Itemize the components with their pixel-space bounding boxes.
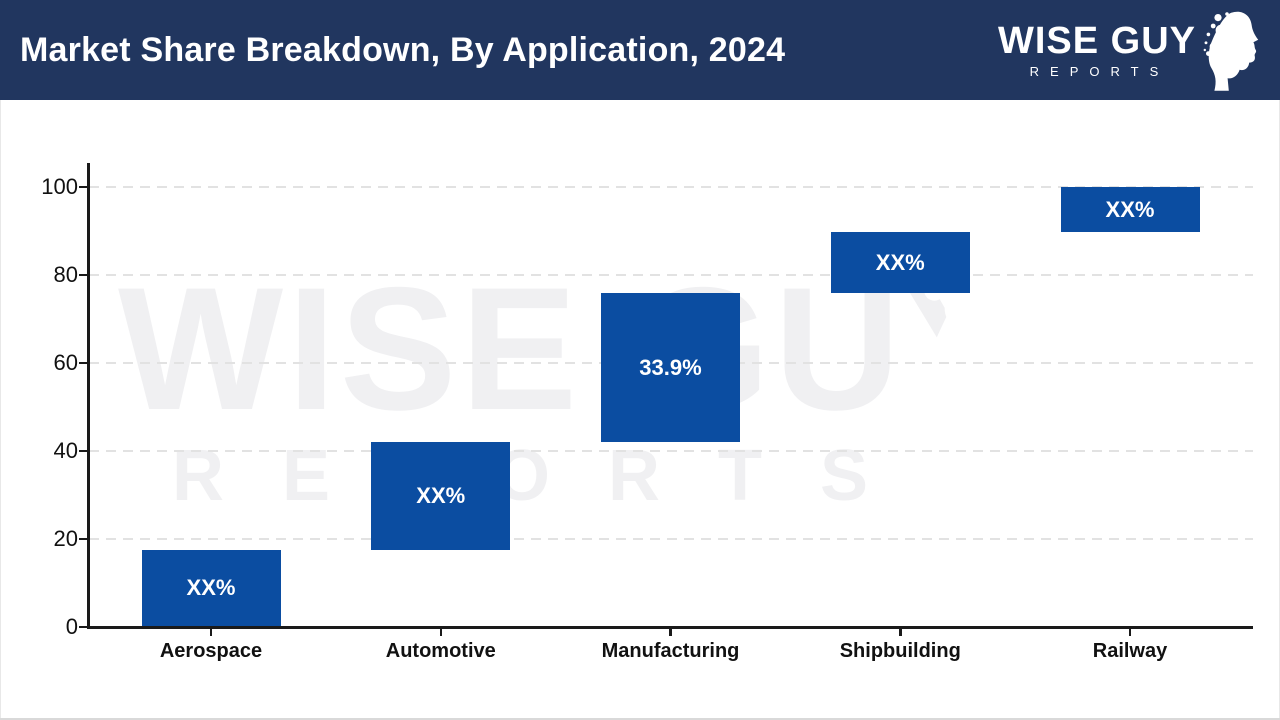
bar-value-label: XX% [416, 482, 466, 508]
y-tick [79, 449, 89, 453]
x-tick [899, 627, 902, 636]
bar-value-label: XX% [186, 575, 236, 601]
bar-value-label: 33.9% [639, 354, 702, 380]
x-tick [669, 627, 672, 636]
header-bar: Market Share Breakdown, By Application, … [0, 0, 1280, 100]
bar-shipbuilding: XX% [830, 232, 970, 294]
bar-value-label: XX% [875, 249, 925, 275]
dotted-head-profile-icon [1203, 11, 1259, 91]
x-tick-label-automotive: Automotive [385, 640, 496, 662]
y-tick [79, 185, 89, 189]
bar-automotive: XX% [371, 442, 511, 550]
y-tick-label: 0 [65, 614, 78, 639]
bar-railway: XX% [1060, 187, 1200, 233]
y-tick [79, 537, 89, 541]
page-title: Market Share Breakdown, By Application, … [20, 30, 786, 69]
gridline [89, 274, 1253, 276]
x-tick [1128, 627, 1132, 636]
y-tick-label: 60 [53, 350, 78, 375]
x-tick-label-manufacturing: Manufacturing [601, 640, 740, 662]
logo-subtext: REPORTS [1029, 64, 1170, 79]
logo-wordmark: WISE GUY [997, 20, 1196, 62]
bar-aerospace: XX% [141, 549, 281, 627]
gridline [89, 538, 1253, 540]
x-tick-label-railway: Railway [1092, 640, 1168, 662]
x-tick [209, 627, 213, 636]
brand-logo-text: WISE GUY REPORTS [998, 22, 1196, 78]
y-tick [79, 273, 89, 277]
y-tick [79, 361, 89, 365]
x-tick-label-shipbuilding: Shipbuilding [839, 640, 961, 662]
y-axis-spine [87, 163, 90, 629]
brand-logo: WISE GUY REPORTS [998, 7, 1266, 93]
gridline [89, 186, 1253, 188]
y-tick-label: 20 [53, 526, 78, 551]
bar-manufacturing: 33.9% [601, 293, 740, 443]
x-tick [439, 627, 442, 636]
y-tick-label: 40 [53, 438, 78, 463]
y-tick-label: 100 [41, 174, 78, 199]
watermark-subtext: REPORTS [172, 436, 927, 516]
bar-value-label: XX% [1105, 196, 1155, 222]
gridline [89, 450, 1253, 452]
y-tick [79, 625, 89, 629]
x-tick-label-aerospace: Aerospace [159, 640, 263, 662]
y-tick-label: 80 [53, 262, 78, 287]
